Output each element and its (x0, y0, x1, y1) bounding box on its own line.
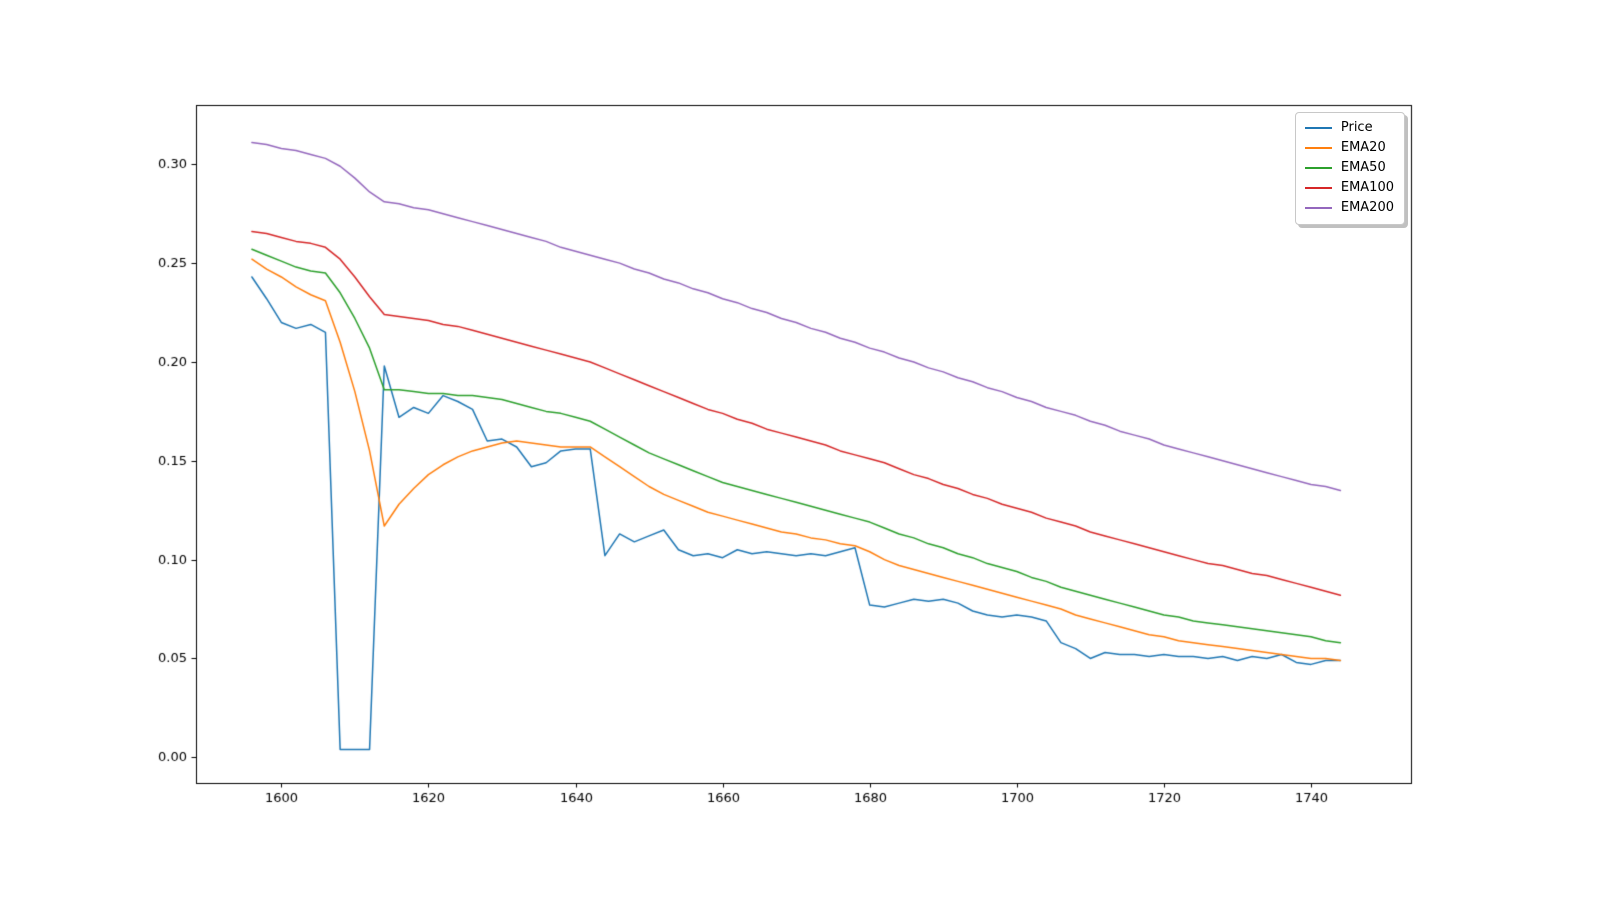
legend-swatch-ema200 (1304, 207, 1332, 209)
legend-item-ema50: EMA50 (1304, 158, 1394, 178)
legend-label-price: Price (1340, 120, 1373, 135)
legend-item-ema100: EMA100 (1304, 178, 1394, 198)
legend-swatch-ema20 (1304, 147, 1332, 149)
legend-item-ema20: EMA20 (1304, 138, 1394, 158)
legend-swatch-ema100 (1304, 187, 1332, 189)
legend-swatch-price (1304, 127, 1332, 129)
legend-label-ema100: EMA100 (1340, 180, 1394, 195)
chart-legend: Price EMA20 EMA50 EMA100 EMA200 (1294, 112, 1405, 225)
legend-label-ema200: EMA200 (1340, 200, 1394, 215)
legend-item-price: Price (1304, 118, 1394, 138)
legend-label-ema20: EMA20 (1340, 140, 1386, 155)
legend-swatch-ema50 (1304, 167, 1332, 169)
legend-label-ema50: EMA50 (1340, 160, 1386, 175)
legend-item-ema200: EMA200 (1304, 198, 1394, 218)
